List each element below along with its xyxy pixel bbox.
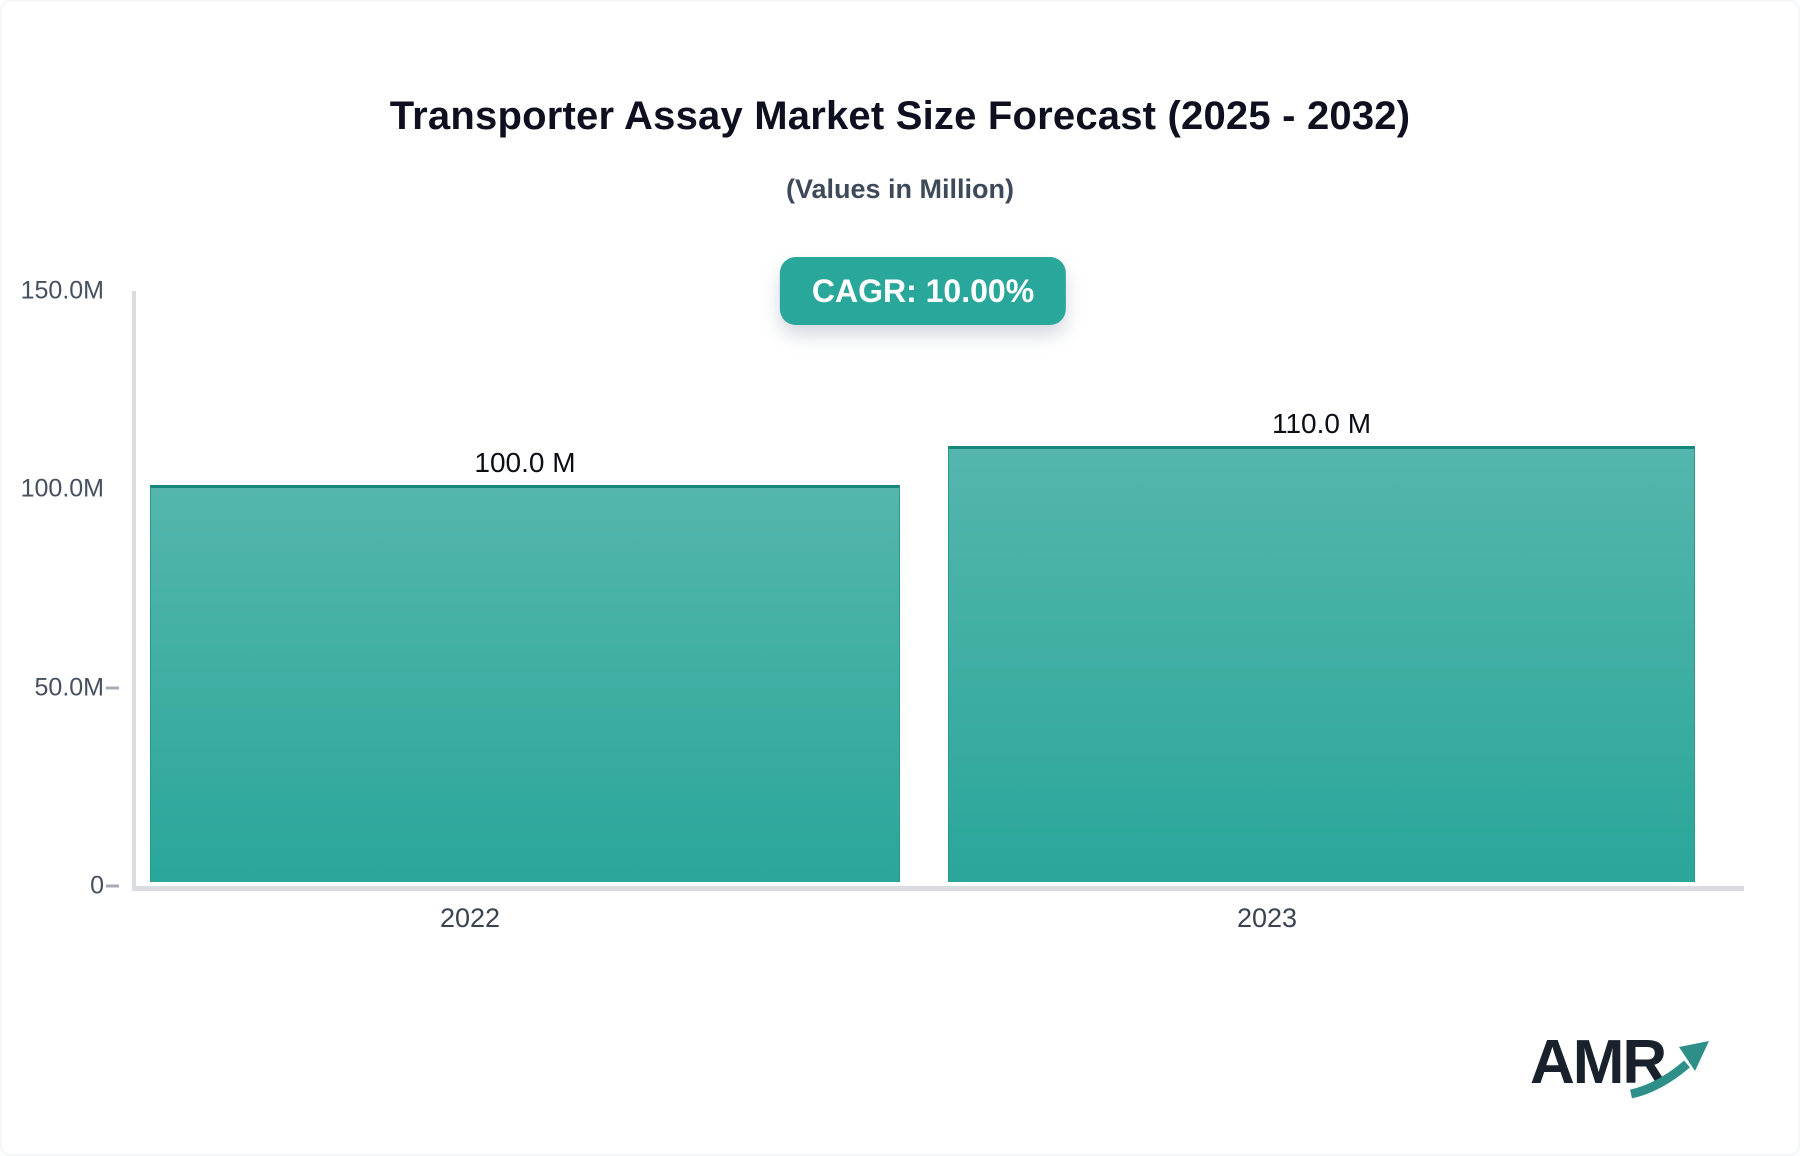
y-axis-tick-label: 100.0M xyxy=(20,474,104,503)
y-axis-tick-label: 150.0M xyxy=(20,276,104,305)
bar-2022: 100.0 M xyxy=(150,447,900,882)
y-axis-line xyxy=(132,291,136,891)
bar-value-label: 100.0 M xyxy=(474,447,576,478)
chart-subtitle: (Values in Million) xyxy=(785,174,1015,204)
bar-value-label: 110.0 M xyxy=(1271,408,1372,439)
y-axis-tick-label: 0 xyxy=(90,871,104,900)
x-axis-line xyxy=(132,886,1744,891)
cagr-badge-label: CAGR: 10.00% xyxy=(811,273,1035,309)
chart-title: Transporter Assay Market Size Forecast (… xyxy=(389,94,1411,138)
cagr-badge: CAGR: 10.00% xyxy=(779,257,1067,325)
growth-arrow-icon xyxy=(1630,1041,1710,1099)
bar-2023: 110.0 M xyxy=(948,408,1695,882)
amr-logo: AMR xyxy=(1530,1032,1711,1100)
y-axis-tick-mark xyxy=(106,686,119,690)
y-axis-tick-label: 50.0M xyxy=(34,673,104,702)
y-axis-tick-mark xyxy=(106,884,119,888)
amr-logo-text: AMR xyxy=(1530,1028,1667,1097)
x-axis-label-2023: 2023 xyxy=(1236,903,1298,933)
x-axis-label-2022: 2022 xyxy=(439,903,501,933)
